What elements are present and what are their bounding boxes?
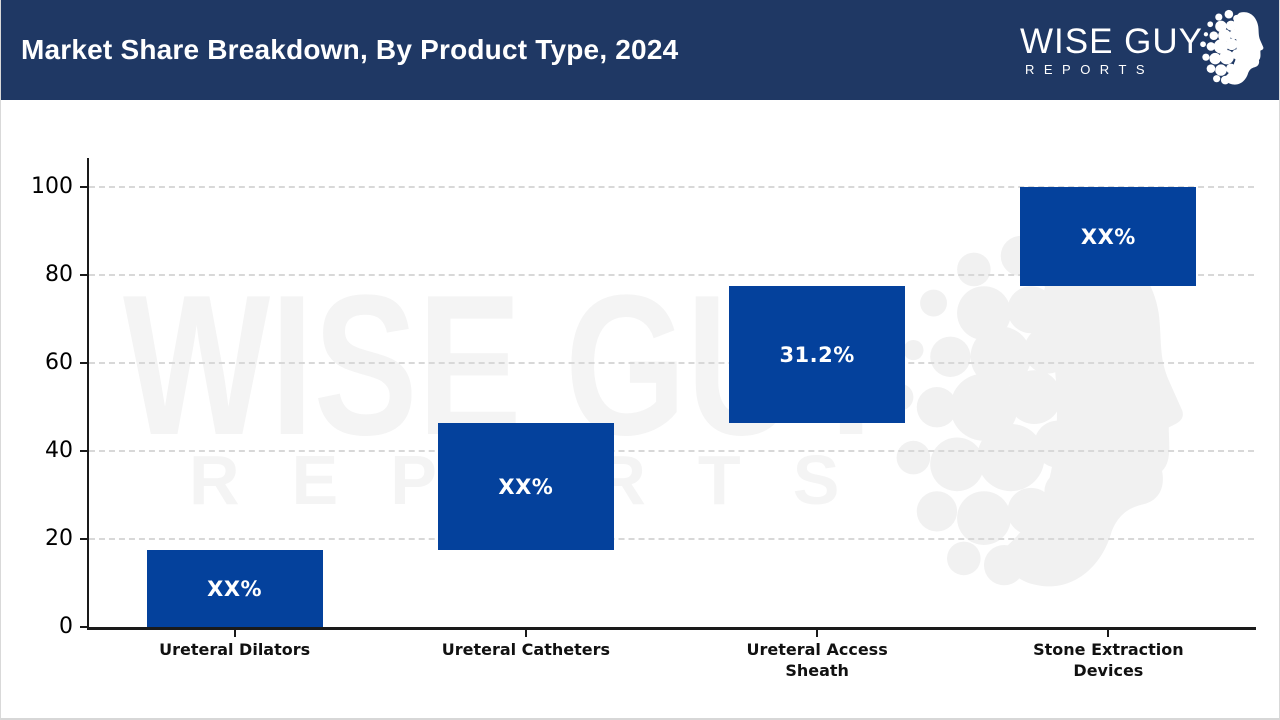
x-category-label: Ureteral Catheters	[441, 640, 611, 659]
bar-value-label: XX%	[207, 576, 263, 601]
wiseguy-logo-tagline: REPORTS	[1024, 61, 1155, 77]
y-tick-mark	[80, 450, 88, 452]
gridline	[89, 274, 1254, 276]
wiseguy-logo-name: WISE GUY	[1019, 21, 1203, 61]
x-category-label: Ureteral Access Sheath	[746, 640, 888, 680]
page-title: Market Share Breakdown, By Product Type,…	[21, 34, 679, 65]
header-banner: Market Share Breakdown, By Product Type,…	[1, 0, 1279, 100]
y-tick-mark	[80, 274, 88, 276]
y-axis-spine	[87, 158, 89, 629]
y-tick-mark	[80, 186, 88, 188]
y-tick-label: 80	[45, 262, 73, 287]
gridline	[89, 186, 1254, 188]
bar-value-label: XX%	[498, 474, 554, 499]
y-tick-label: 0	[59, 614, 73, 639]
x-category-label: Stone Extraction Devices	[1033, 640, 1184, 680]
y-tick-label: 60	[45, 350, 73, 375]
wiseguy-head-icon	[1200, 9, 1264, 85]
watermark-head-icon	[886, 235, 1183, 587]
y-tick-label: 40	[45, 438, 73, 463]
x-tick-mark	[524, 630, 527, 637]
bar-value-label: 31.2%	[779, 342, 855, 367]
wiseguy-logo: WISE GUY REPORTS	[1020, 7, 1267, 93]
x-tick-mark	[816, 630, 819, 637]
gridline	[89, 450, 1254, 452]
bar-segment: 31.2%	[729, 286, 906, 424]
y-tick-mark	[80, 362, 88, 364]
y-tick-label: 100	[31, 174, 73, 199]
y-tick-mark	[80, 538, 88, 540]
x-tick-mark	[1107, 630, 1110, 637]
bar-value-label: XX%	[1080, 224, 1136, 249]
y-tick-label: 20	[45, 526, 73, 551]
bar-segment: XX%	[146, 550, 323, 627]
gridline	[89, 362, 1254, 364]
x-tick-mark	[233, 630, 236, 637]
gridline	[89, 538, 1254, 540]
x-category-label: Ureteral Dilators	[159, 640, 311, 659]
bar-segment: XX%	[437, 423, 614, 550]
bar-segment: XX%	[1020, 187, 1197, 286]
y-tick-mark	[80, 626, 88, 628]
wiseguy-logo-text: WISE GUY REPORTS	[1020, 24, 1203, 77]
x-axis-spine	[87, 627, 1256, 630]
